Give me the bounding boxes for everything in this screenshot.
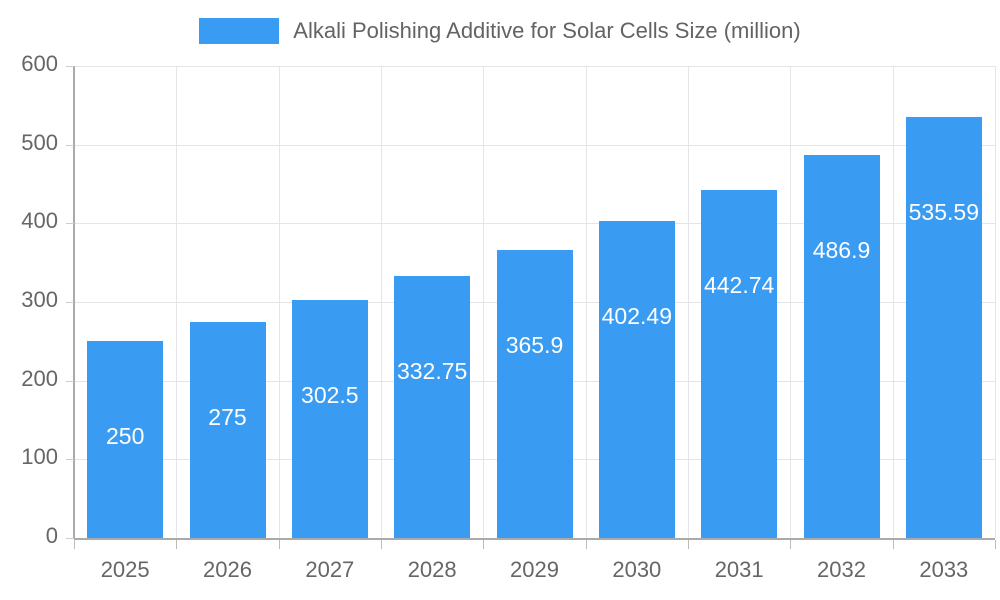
x-tick-mark	[790, 540, 791, 549]
y-tick-label: 600	[21, 51, 58, 76]
x-gridline	[586, 66, 587, 538]
x-tick-label: 2033	[919, 557, 969, 582]
y-tick-mark	[66, 302, 74, 303]
x-tick-label: 2031	[714, 557, 764, 582]
legend-series-label: Alkali Polishing Additive for Solar Cell…	[293, 18, 801, 43]
x-tick-label: 2028	[407, 557, 457, 582]
y-tick-mark	[66, 459, 74, 461]
y-tick-mark	[66, 380, 74, 382]
x-gridline	[381, 66, 382, 538]
x-tick-label: 2026	[203, 557, 252, 582]
x-tick-mark	[381, 540, 382, 549]
y-tick-mark	[66, 66, 74, 67]
bar[interactable]	[496, 250, 573, 538]
x-tick-label: 2029	[510, 557, 559, 582]
x-gridline	[279, 66, 280, 538]
x-tick-mark	[279, 540, 280, 549]
y-tick-label: 400	[21, 208, 58, 234]
y-tick-mark	[66, 538, 74, 539]
x-gridline	[688, 66, 689, 538]
bar[interactable]	[905, 116, 982, 538]
x-gridline	[995, 66, 996, 538]
x-tick-mark	[176, 540, 177, 549]
y-tick-label: 100	[21, 444, 58, 470]
y-tick-label: 200	[21, 365, 58, 391]
y-tick-label: 500	[21, 129, 58, 155]
y-gridline	[74, 66, 995, 67]
bar[interactable]	[803, 154, 880, 538]
x-tick-mark	[893, 540, 894, 549]
x-axis-line	[74, 538, 995, 540]
bar[interactable]	[701, 189, 778, 538]
x-tick-label: 2027	[305, 557, 355, 582]
x-tick-mark	[586, 540, 587, 549]
y-gridline	[74, 144, 995, 146]
chart-legend: Alkali Polishing Additive for Solar Cell…	[0, 12, 1000, 50]
bar[interactable]	[598, 221, 675, 538]
x-gridline	[790, 66, 791, 538]
bar[interactable]	[189, 321, 266, 538]
x-gridline	[483, 66, 484, 538]
bar[interactable]	[394, 276, 471, 538]
x-tick-label: 2025	[100, 557, 150, 582]
y-gridline	[74, 223, 995, 225]
x-gridline	[176, 66, 177, 538]
x-tick-mark	[483, 540, 484, 549]
y-tick-label: 300	[21, 287, 58, 312]
bar[interactable]	[87, 341, 164, 538]
x-tick-mark	[995, 540, 996, 549]
x-gridline	[893, 66, 894, 538]
plot-area: 250 275 302.5 332.75 365.9 402.49 442.74 486.9 5…	[74, 66, 996, 539]
bar[interactable]	[291, 300, 368, 538]
y-tick-label: 0	[45, 523, 58, 548]
y-tick-mark	[66, 223, 74, 225]
y-tick-mark	[66, 144, 74, 146]
x-tick-mark	[688, 540, 689, 549]
legend-color-swatch	[199, 18, 280, 44]
x-tick-label: 2030	[612, 557, 662, 582]
x-tick-mark	[74, 540, 75, 549]
x-tick-label: 2032	[817, 557, 866, 582]
y-axis-line	[73, 66, 75, 539]
